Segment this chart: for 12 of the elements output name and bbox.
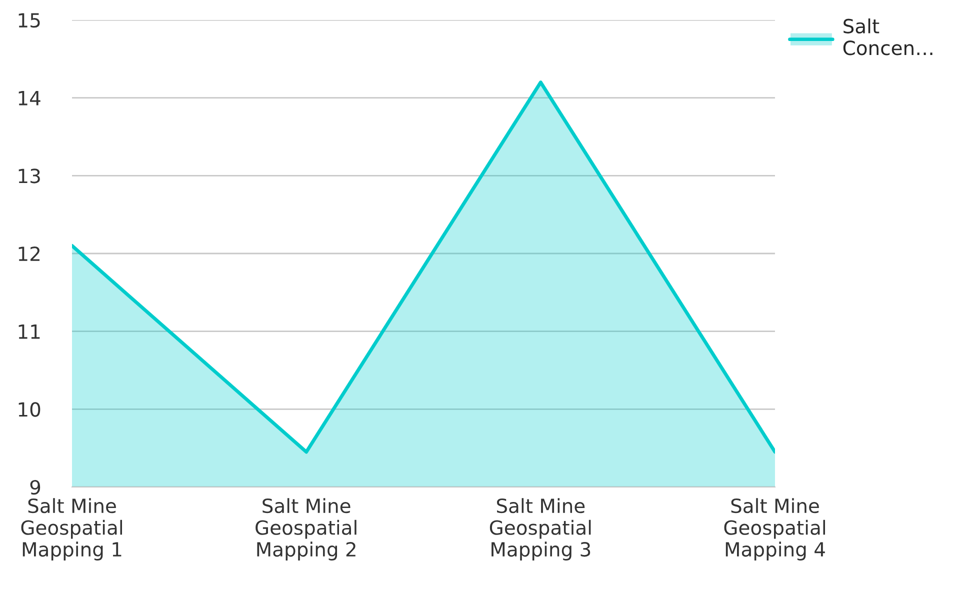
y-tick-label: 11 xyxy=(18,324,40,339)
y-tick-label: 14 xyxy=(18,91,40,106)
x-tick-label: Salt Mine Geospatial Mapping 2 xyxy=(256,498,356,560)
x-tick-label: Salt Mine Geospatial Mapping 1 xyxy=(21,498,122,560)
y-tick-label: 13 xyxy=(18,168,40,184)
y-tick-label: 10 xyxy=(18,402,40,417)
y-tick-label: 9 xyxy=(30,480,40,495)
legend-label: Salt Concen… xyxy=(843,18,932,56)
y-tick-label: 12 xyxy=(18,246,40,261)
y-tick-label: 15 xyxy=(18,13,40,28)
x-tick-label: Salt Mine Geospatial Mapping 3 xyxy=(490,498,591,560)
x-tick-label: Salt Mine Geospatial Mapping 4 xyxy=(724,498,826,560)
